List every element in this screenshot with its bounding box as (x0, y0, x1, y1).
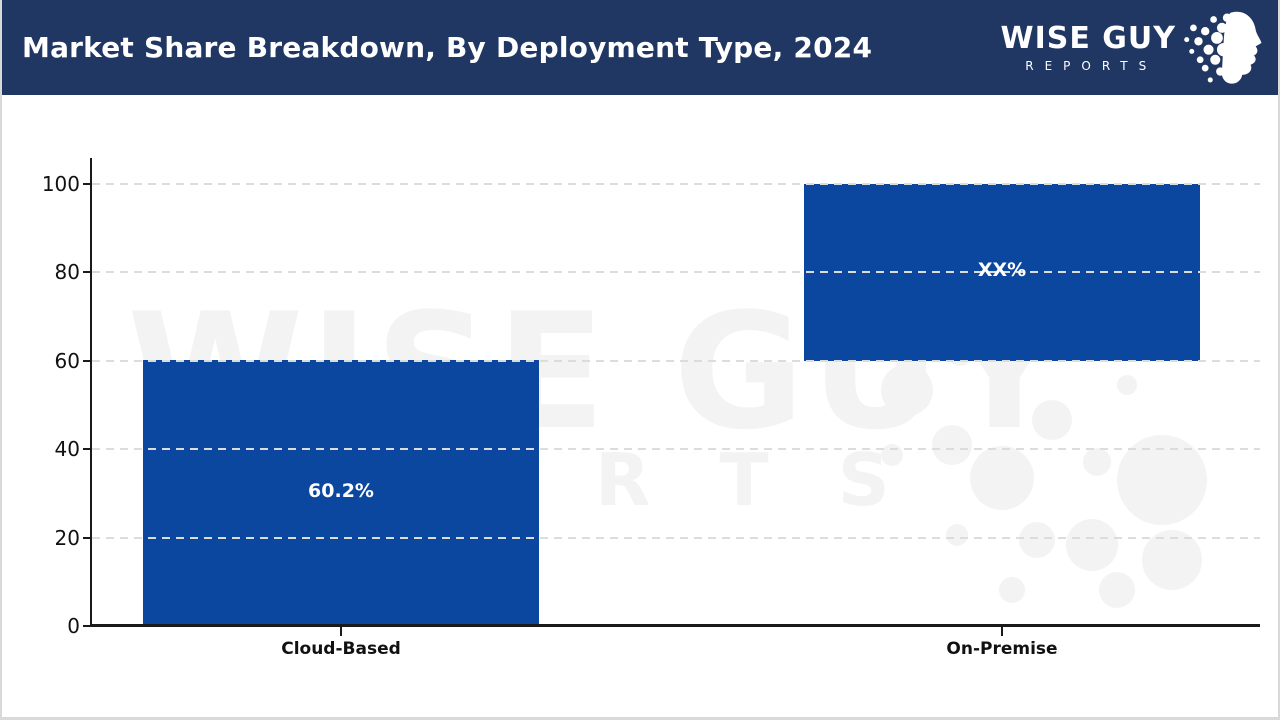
y-tick-label-60: 60 (54, 348, 80, 373)
y-tickmark-80 (83, 271, 90, 274)
gridline-40 (92, 448, 1260, 451)
y-tickmark-40 (83, 448, 90, 451)
y-tick-label-0: 0 (67, 614, 80, 638)
brand-logo: WISE GUY REPORTS (1000, 7, 1264, 89)
y-axis-line (90, 158, 92, 627)
x-axis-line (90, 624, 1260, 627)
y-tickmark-60 (83, 359, 90, 362)
gridline-100 (92, 183, 1260, 185)
bar-value-label-1: XX% (977, 259, 1027, 282)
x-category-label-1: On-Premise (946, 639, 1058, 659)
gridline-80 (92, 271, 1260, 274)
x-category-label-0: Cloud-Based (281, 639, 401, 659)
gridline-20 (92, 536, 1260, 539)
brand-subname: REPORTS (1025, 58, 1158, 73)
y-tickmark-0 (83, 625, 90, 627)
brand-name: WISE GUY (1000, 20, 1176, 56)
x-tickmark-0 (340, 627, 342, 636)
watermark-text-reports: R T S (595, 438, 912, 522)
gridline-60 (92, 359, 1260, 362)
y-tickmark-20 (83, 536, 90, 539)
y-tick-label-20: 20 (54, 525, 80, 550)
y-tick-label-80: 80 (54, 260, 80, 285)
y-tick-label-40: 40 (54, 437, 80, 462)
y-tickmark-100 (83, 183, 90, 185)
header-bar: Market Share Breakdown, By Deployment Ty… (2, 0, 1278, 95)
y-tick-label-100: 100 (41, 172, 80, 196)
chart-title: Market Share Breakdown, By Deployment Ty… (22, 31, 873, 64)
bar-value-label-0: 60.2% (308, 479, 374, 502)
brand-logo-text: WISE GUY REPORTS (1000, 20, 1176, 73)
bar-cloud-based (143, 359, 539, 626)
x-tickmark-1 (1001, 627, 1003, 636)
dotted-head-icon (1184, 11, 1262, 84)
